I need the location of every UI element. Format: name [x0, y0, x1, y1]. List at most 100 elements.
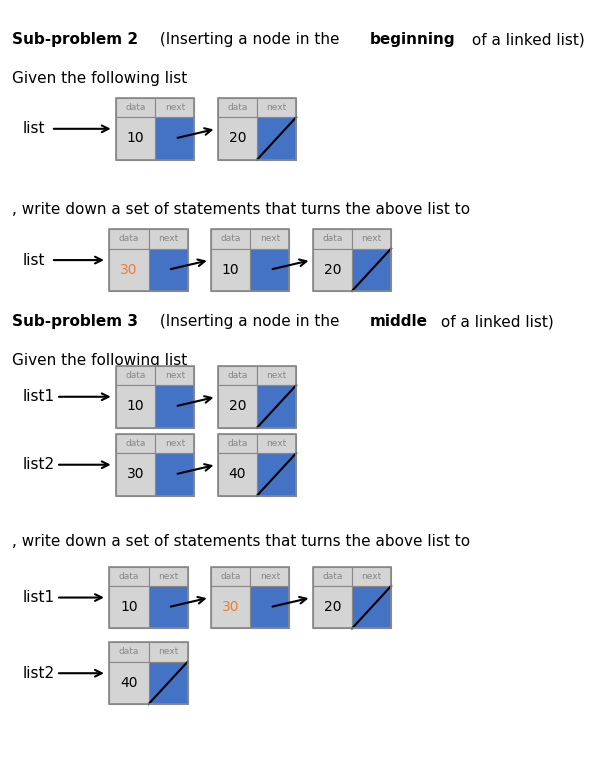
Bar: [218, 98, 296, 160]
Text: data: data: [227, 371, 248, 380]
Bar: [109, 662, 148, 704]
Text: 20: 20: [324, 263, 341, 277]
Text: data: data: [126, 371, 146, 380]
Text: next: next: [158, 234, 178, 243]
Bar: [218, 434, 257, 453]
Text: data: data: [227, 439, 248, 448]
Text: Given the following list: Given the following list: [12, 71, 187, 86]
Text: data: data: [221, 572, 241, 580]
Bar: [148, 586, 187, 629]
Bar: [218, 385, 257, 428]
Bar: [218, 434, 296, 495]
Bar: [155, 385, 195, 428]
Bar: [211, 249, 250, 291]
Text: data: data: [221, 234, 241, 243]
Bar: [109, 229, 148, 249]
Text: list: list: [23, 122, 44, 136]
Text: next: next: [361, 572, 382, 580]
Bar: [218, 117, 257, 160]
Bar: [155, 453, 195, 495]
Text: next: next: [266, 371, 287, 380]
Text: of a linked list): of a linked list): [467, 33, 585, 47]
Text: Given the following list: Given the following list: [12, 353, 187, 368]
Bar: [155, 117, 195, 160]
Text: middle: middle: [370, 314, 428, 329]
Text: data: data: [322, 234, 343, 243]
Bar: [116, 385, 155, 428]
Bar: [109, 229, 187, 291]
Text: next: next: [158, 572, 178, 580]
Bar: [257, 366, 296, 385]
Text: next: next: [260, 234, 280, 243]
Bar: [109, 642, 187, 704]
Text: Sub-problem 2: Sub-problem 2: [12, 33, 138, 47]
Text: 10: 10: [120, 600, 138, 615]
Text: (Inserting a node in the: (Inserting a node in the: [155, 33, 345, 47]
Text: data: data: [126, 103, 146, 112]
Bar: [257, 98, 296, 117]
Bar: [211, 229, 289, 291]
Bar: [109, 567, 148, 586]
Bar: [218, 366, 296, 428]
Bar: [109, 586, 148, 629]
Bar: [211, 586, 250, 629]
Bar: [211, 567, 250, 586]
Text: next: next: [165, 103, 185, 112]
Text: , write down a set of statements that turns the above list to: , write down a set of statements that tu…: [12, 202, 470, 217]
Bar: [148, 249, 187, 291]
Bar: [211, 229, 250, 249]
Text: data: data: [119, 647, 139, 656]
Bar: [109, 567, 187, 629]
Text: data: data: [119, 234, 139, 243]
Bar: [352, 229, 391, 249]
Bar: [250, 229, 289, 249]
Text: data: data: [119, 572, 139, 580]
Text: data: data: [227, 103, 248, 112]
Bar: [148, 567, 187, 586]
Text: next: next: [165, 439, 185, 448]
Bar: [257, 453, 296, 495]
Text: of a linked list): of a linked list): [436, 314, 553, 329]
Text: list: list: [23, 253, 44, 267]
Text: next: next: [361, 234, 382, 243]
Text: next: next: [260, 572, 280, 580]
Bar: [218, 453, 257, 495]
Text: 30: 30: [127, 467, 145, 481]
Bar: [116, 453, 155, 495]
Text: list1: list1: [23, 389, 55, 405]
Bar: [116, 366, 195, 428]
Bar: [155, 366, 195, 385]
Bar: [250, 567, 289, 586]
Text: 40: 40: [120, 676, 138, 690]
Bar: [352, 567, 391, 586]
Bar: [250, 586, 289, 629]
Text: 20: 20: [229, 132, 246, 146]
Text: 30: 30: [222, 600, 240, 615]
Bar: [148, 642, 187, 662]
Text: list2: list2: [23, 457, 55, 472]
Bar: [155, 434, 195, 453]
Bar: [148, 229, 187, 249]
Text: 20: 20: [229, 399, 246, 413]
Bar: [250, 249, 289, 291]
Bar: [109, 249, 148, 291]
Text: 30: 30: [120, 263, 138, 277]
Text: 10: 10: [222, 263, 240, 277]
Bar: [313, 586, 352, 629]
Bar: [352, 249, 391, 291]
Bar: [116, 117, 155, 160]
Bar: [352, 586, 391, 629]
Bar: [218, 366, 257, 385]
Text: next: next: [266, 439, 287, 448]
Text: list1: list1: [23, 590, 55, 605]
Bar: [155, 98, 195, 117]
Text: 40: 40: [229, 467, 246, 481]
Text: 10: 10: [127, 399, 145, 413]
Bar: [211, 567, 289, 629]
Text: Sub-problem 3: Sub-problem 3: [12, 314, 138, 329]
Bar: [148, 662, 187, 704]
Bar: [257, 385, 296, 428]
Bar: [116, 98, 155, 117]
Text: next: next: [165, 371, 185, 380]
Text: next: next: [266, 103, 287, 112]
